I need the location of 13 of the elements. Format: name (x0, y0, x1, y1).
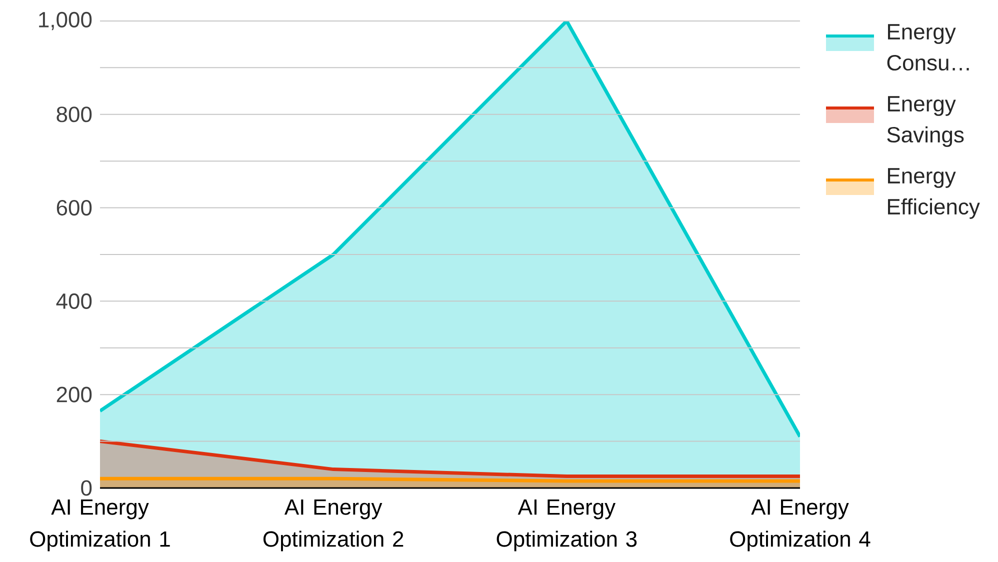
legend-label: Energy Consu… (887, 24, 969, 71)
y-tick-label: 600 (56, 200, 92, 216)
x-tick-label: AI Energy Optimization 4 (730, 500, 870, 552)
x-tick-label: AI Energy Optimization 1 (30, 500, 170, 552)
y-tick-label: 800 (56, 106, 92, 122)
y-tick-label: 400 (56, 293, 92, 309)
x-tick-label: AI Energy Optimization 3 (496, 500, 637, 552)
legend-label: Energy Savings (887, 96, 964, 147)
x-tick-label: AI Energy Optimization 2 (263, 500, 404, 552)
legend-label: Energy Efficiency (888, 168, 980, 219)
y-tick-label: 1,000 (39, 12, 92, 30)
y-tick-label: 200 (56, 386, 92, 402)
y-tick-label: 0 (81, 480, 92, 496)
